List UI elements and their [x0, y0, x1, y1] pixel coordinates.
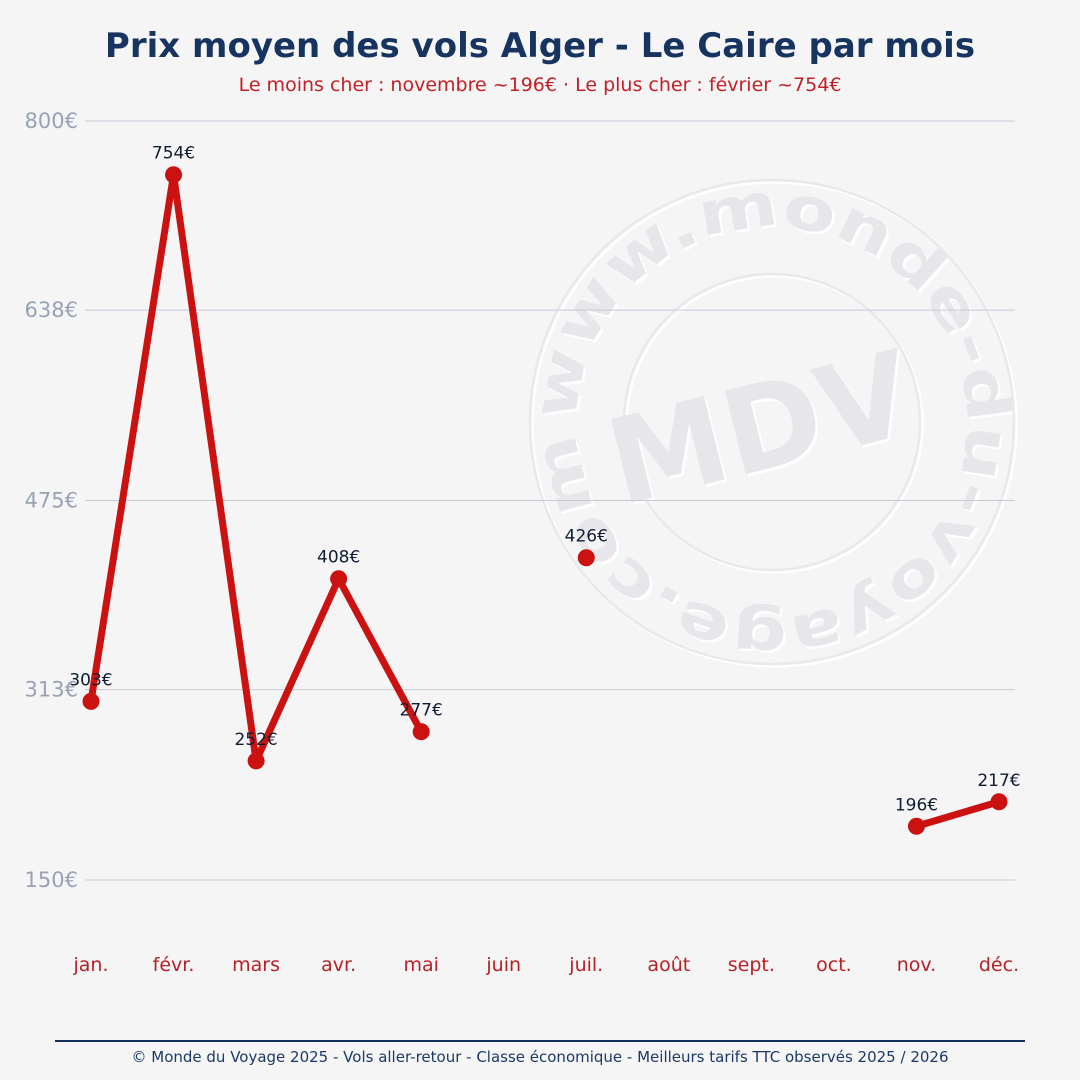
x-axis-month-label: févr. [153, 954, 195, 976]
x-axis-month-label: juil. [568, 954, 603, 976]
data-point-label: 252€ [234, 730, 277, 750]
watermark-outer-circle [528, 178, 1016, 666]
data-point-label: 408€ [317, 548, 360, 568]
watermark-mdv-text: MDV [595, 324, 926, 532]
x-axis-month-label: mai [403, 954, 438, 976]
y-axis-tick-label: 150€ [25, 868, 78, 892]
footer-divider [55, 1040, 1025, 1042]
y-axis-tick-label: 475€ [25, 489, 78, 513]
x-axis-month-label: jan. [72, 954, 108, 976]
x-axis-month-label: août [647, 954, 690, 976]
y-axis-tick-label: 313€ [25, 678, 78, 702]
page-title: Prix moyen des vols Alger - Le Caire par… [104, 26, 976, 66]
label-layer: 303€ 754€ 252€ 408€ 277€ 426€ 196€ 217€ [69, 144, 1020, 816]
price-line-segment [87, 171, 425, 765]
data-point [412, 723, 430, 741]
data-point [990, 793, 1008, 811]
data-point-label: 426€ [565, 527, 608, 547]
footer-credit: © Monde du Voyage 2025 - Vols aller-reto… [131, 1048, 949, 1066]
data-point [330, 570, 348, 588]
y-axis-tick-label: 800€ [25, 109, 78, 133]
x-axis-month-label: nov. [897, 954, 936, 976]
x-axis-month-label: déc. [979, 954, 1019, 976]
watermark: www.monde-du-voyage.com MDV [520, 169, 1024, 673]
x-axis-month-label: sept. [728, 954, 775, 976]
series-layer [82, 166, 1008, 835]
x-axis-month-label: juin [485, 954, 521, 976]
x-axis-month-label: avr. [321, 954, 356, 976]
data-point-label: 754€ [152, 144, 195, 164]
chart-subtitle: Le moins cher : novembre ~196€ · Le plus… [238, 74, 842, 96]
watermark-inner-circle [622, 272, 922, 572]
data-point [247, 752, 265, 770]
y-axis-tick-label: 638€ [25, 298, 78, 322]
data-point-label: 277€ [400, 701, 443, 721]
x-axis-month-label: oct. [816, 954, 852, 976]
price-line-segment [912, 798, 1003, 830]
x-axis-month-label: mars [232, 954, 280, 976]
data-point [82, 692, 100, 710]
data-point [577, 549, 595, 567]
data-point [907, 817, 925, 835]
data-point-label: 303€ [69, 670, 112, 690]
data-point [165, 166, 183, 184]
data-point-label: 217€ [977, 771, 1020, 791]
grid-layer: 150€ 313€ 475€ 638€ 800€ jan. févr. mars avr. mai… [25, 109, 1020, 976]
data-point-label: 196€ [895, 795, 938, 815]
